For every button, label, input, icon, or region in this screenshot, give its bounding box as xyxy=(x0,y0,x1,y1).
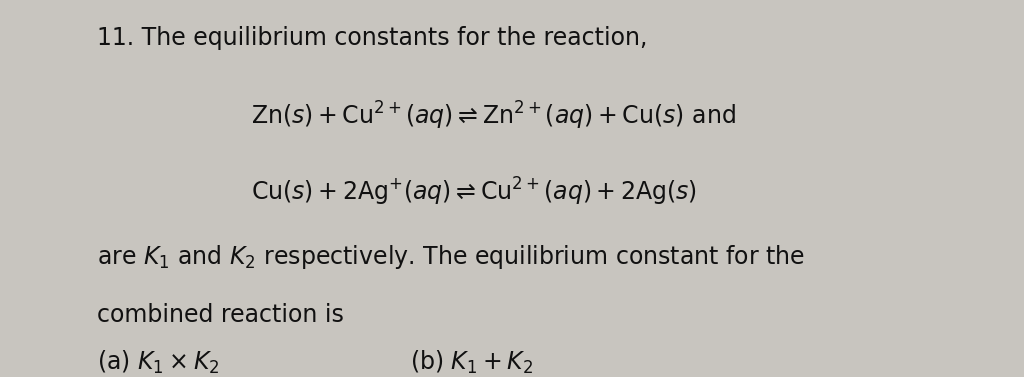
Text: $\mathrm{Zn}(s) + \mathrm{Cu}^{2+}(aq) \rightleftharpoons \mathrm{Zn}^{2+}(aq) +: $\mathrm{Zn}(s) + \mathrm{Cu}^{2+}(aq) \… xyxy=(251,100,735,132)
Text: combined reaction is: combined reaction is xyxy=(97,303,344,328)
Text: (a) $K_1 \times K_2$: (a) $K_1 \times K_2$ xyxy=(97,349,220,376)
Text: 11. The equilibrium constants for the reaction,: 11. The equilibrium constants for the re… xyxy=(97,26,647,51)
Text: are $K_1$ and $K_2$ respectively. The equilibrium constant for the: are $K_1$ and $K_2$ respectively. The eq… xyxy=(97,243,805,271)
Text: (b) $K_1 + K_2$: (b) $K_1 + K_2$ xyxy=(410,349,532,376)
Text: $\mathrm{Cu}(s) + 2\mathrm{Ag}^{+}(aq) \rightleftharpoons \mathrm{Cu}^{2+}(aq) +: $\mathrm{Cu}(s) + 2\mathrm{Ag}^{+}(aq) \… xyxy=(251,175,697,207)
